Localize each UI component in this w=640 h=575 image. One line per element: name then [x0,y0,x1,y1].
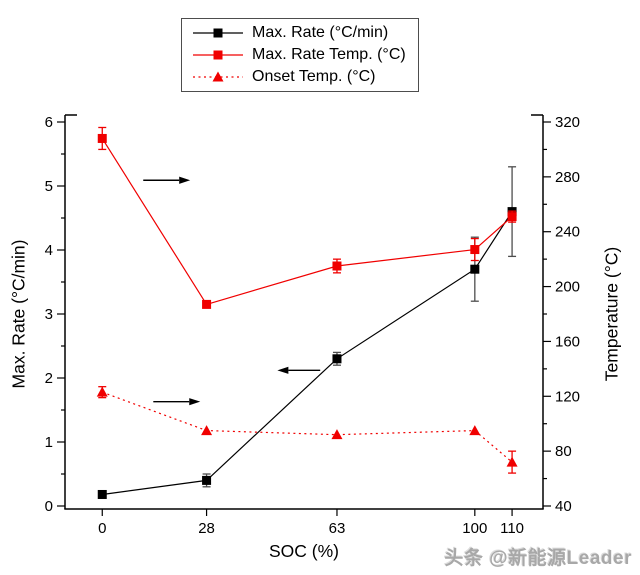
svg-text:0: 0 [45,498,53,515]
left-axis-title: Max. Rate (°C/min) [8,239,29,389]
legend-marker-red-triangle-icon [193,71,243,82]
svg-text:5: 5 [45,178,53,195]
left-axis-ticks [57,121,65,507]
legend-item-onset-temp: Onset Temp. (°C) [182,66,418,88]
svg-text:240: 240 [555,224,580,241]
legend-marker-black-square-icon [193,28,243,38]
legend-item-max-rate: Max. Rate (°C/min) [182,22,418,44]
svg-text:3: 3 [45,306,53,323]
right-axis-ticks [543,121,551,507]
svg-text:200: 200 [555,279,580,296]
svg-text:280: 280 [555,169,580,186]
svg-text:110: 110 [500,520,524,537]
svg-text:80: 80 [555,443,572,460]
svg-text:28: 28 [198,520,215,537]
plot-frame [64,114,544,510]
svg-text:160: 160 [555,333,580,350]
right-axis-title: Temperature (°C) [601,246,622,382]
legend-label-onset-temp: Onset Temp. (°C) [252,68,376,85]
legend: Max. Rate (°C/min) Max. Rate Temp. (°C) … [181,18,419,92]
svg-text:63: 63 [329,520,346,537]
x-axis-labels: 0 28 63 100 110 [98,520,524,537]
svg-text:0: 0 [98,520,106,537]
axis-pointer-arrows [143,176,321,406]
watermark: 头条 @新能源Leader [444,548,632,569]
legend-label-max-rate-temp: Max. Rate Temp. (°C) [252,46,406,63]
x-axis-ticks [101,509,513,516]
svg-text:100: 100 [462,520,487,537]
svg-text:6: 6 [45,114,53,131]
x-axis-title: SOC (%) [269,541,339,561]
svg-text:320: 320 [555,114,580,131]
svg-text:120: 120 [555,388,580,405]
svg-text:2: 2 [45,370,53,387]
series-2 [96,386,518,474]
right-axis-ticks-labels: 40 80 120 160 200 240 280 320 [555,114,580,515]
svg-text:1: 1 [45,434,53,451]
legend-item-max-rate-temp: Max. Rate Temp. (°C) [182,44,418,66]
left-axis-ticks-labels: 0 1 2 3 4 5 6 [45,114,53,515]
series-0 [97,166,517,499]
legend-label-max-rate: Max. Rate (°C/min) [252,24,389,41]
svg-text:40: 40 [555,498,572,515]
series-1 [97,126,517,309]
svg-text:4: 4 [45,242,53,259]
legend-marker-red-square-icon [193,50,243,60]
